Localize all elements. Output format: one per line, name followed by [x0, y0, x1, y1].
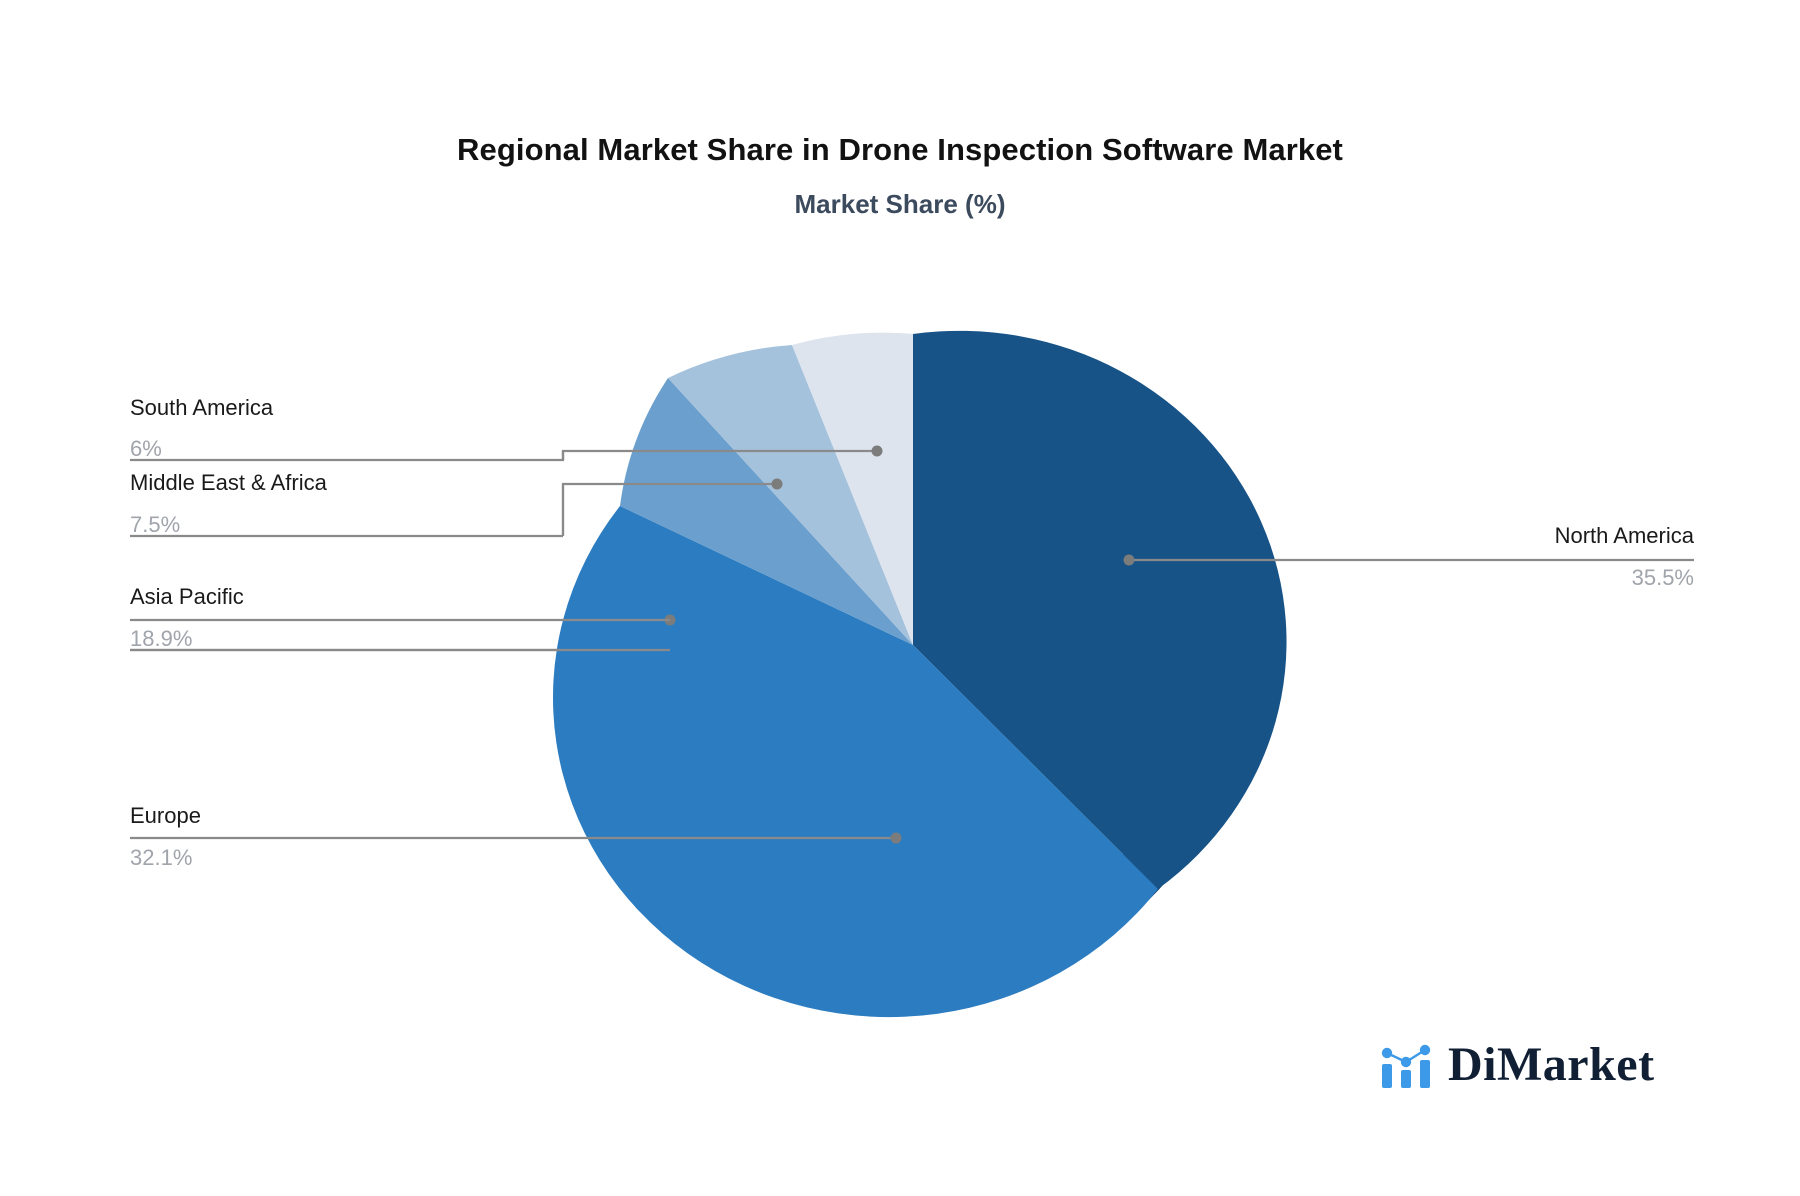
pie-value-middle-east-africa: 7.5% [130, 512, 181, 537]
anchor-dot-europe [890, 832, 902, 844]
pie-label-asia-pacific: Asia Pacific [130, 584, 244, 609]
chart-subtitle: Market Share (%) [794, 189, 1006, 219]
pie-slice-asia-pacific[interactable] [620, 378, 913, 645]
pie-value-north-america: 35.5% [1631, 565, 1694, 590]
bar-chart-icon [1381, 1044, 1431, 1088]
pie-label-north-america: North America [1554, 523, 1694, 548]
brand-name: DiMarket [1448, 1038, 1655, 1091]
pie-top-face [552, 330, 1287, 1018]
pie-slice-south-america[interactable] [792, 332, 913, 645]
pie-value-asia-pacific: 18.9% [130, 626, 193, 651]
anchor-dot-south-america [871, 445, 883, 457]
pie-label-europe: Europe [130, 803, 201, 828]
leader-south-america-underline [130, 450, 565, 462]
pie-slice-middle-east-africa[interactable] [668, 345, 913, 645]
anchor-dot-middle-east-africa [771, 478, 783, 490]
pie-label-middle-east-africa: Middle East & Africa [130, 470, 327, 495]
pie-label-south-america: South America [130, 395, 274, 420]
pie-slice-europe[interactable] [552, 506, 1158, 1018]
pie-slice-north-america[interactable] [913, 330, 1287, 889]
pie-value-europe: 32.1% [130, 845, 193, 870]
brand-logo: DiMarket [1378, 1040, 1655, 1090]
pie-value-south-america: 6% [130, 436, 162, 461]
chart-title: Regional Market Share in Drone Inspectio… [457, 132, 1343, 167]
anchor-dot-north-america [1123, 554, 1135, 566]
